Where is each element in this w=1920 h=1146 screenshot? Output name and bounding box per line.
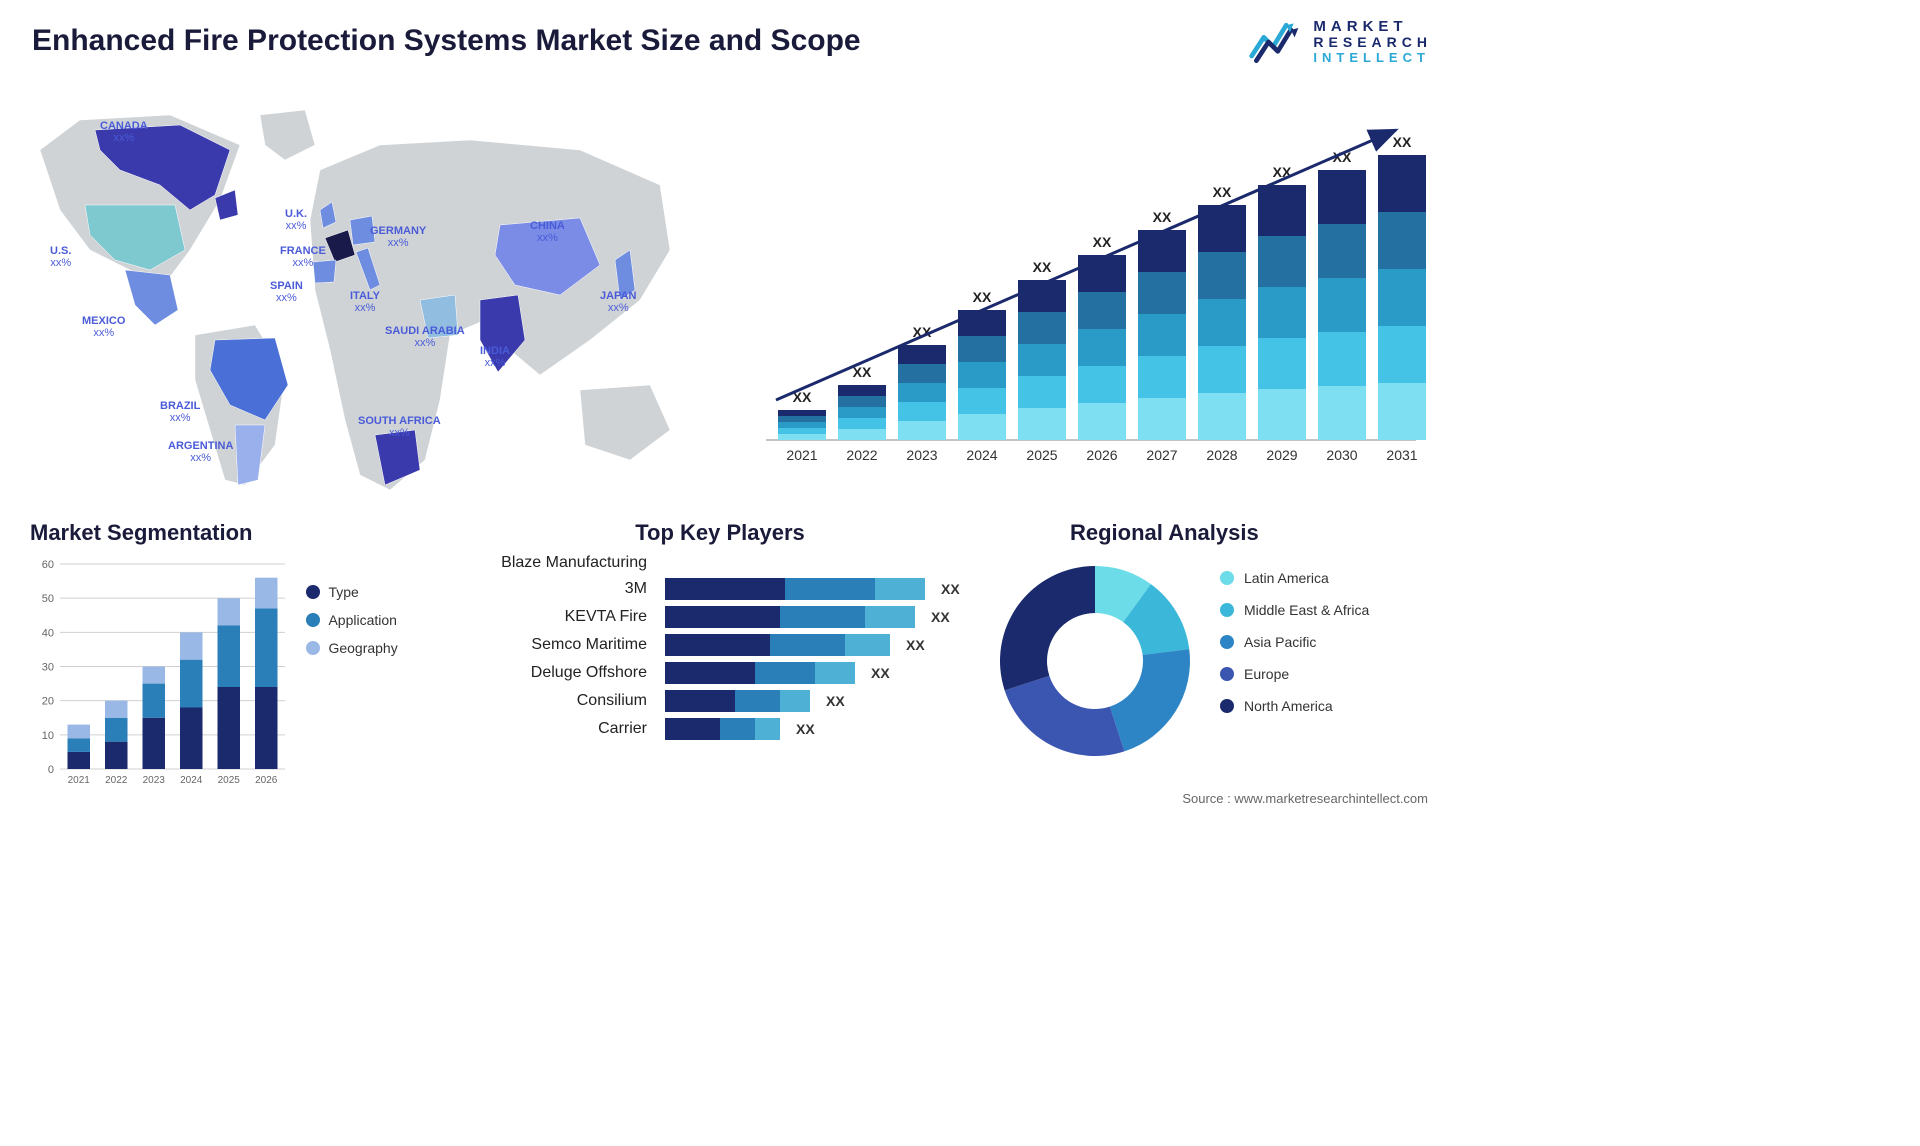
players-list: Blaze Manufacturing3MXXKEVTA FireXXSemco… [465,554,975,740]
svg-text:50: 50 [42,593,54,605]
segmentation-legend: Type Application Geography [306,584,397,668]
player-name: Semco Maritime [465,636,655,654]
player-bar [665,634,890,656]
player-value: XX [931,609,950,625]
legend-item: Middle East & Africa [1220,602,1369,618]
player-name: Consilium [465,692,655,710]
player-row: Consilium XX [465,690,975,712]
svg-text:2021: 2021 [786,447,817,463]
player-bar [665,662,855,684]
map-label: CHINAxx% [530,220,565,244]
map-label: GERMANYxx% [370,225,426,249]
player-name: KEVTA Fire [465,608,655,626]
players-section: Top Key Players Blaze Manufacturing3MXXK… [465,520,975,740]
player-value: XX [941,581,960,597]
svg-text:30: 30 [42,662,54,674]
svg-text:2025: 2025 [218,775,241,786]
player-row: Carrier XX [465,718,975,740]
page-title: Enhanced Fire Protection Systems Market … [32,24,861,58]
market-size-chart: 2021 XX 2022 XX 2023 XX 2024 XX 2025 XX 2026 XX 2027… [756,100,1426,470]
svg-text:XX: XX [1033,259,1052,275]
logo-text-3: INTELLECT [1313,51,1432,65]
logo-text-1: MARKET [1313,19,1432,36]
svg-text:2023: 2023 [906,447,937,463]
svg-text:2028: 2028 [1206,447,1237,463]
region-section: Regional Analysis Latin America Middle Ea… [990,520,1420,766]
player-row: 3M XX [465,578,975,600]
svg-text:XX: XX [1093,234,1112,250]
map-label: ITALYxx% [350,290,380,314]
map-label: BRAZILxx% [160,400,200,424]
map-label: SPAINxx% [270,280,303,304]
player-name: Blaze Manufacturing [465,554,655,572]
map-label: SAUDI ARABIAxx% [385,325,465,349]
map-label: MEXICOxx% [82,315,125,339]
region-title: Regional Analysis [1070,520,1259,546]
svg-text:40: 40 [42,627,54,639]
player-bar [665,578,925,600]
map-label: JAPANxx% [600,290,636,314]
svg-text:0: 0 [48,764,54,776]
player-bar [665,718,780,740]
player-name: Deluge Offshore [465,664,655,682]
player-bar [665,690,810,712]
svg-text:2024: 2024 [180,775,203,786]
svg-text:10: 10 [42,730,54,742]
svg-text:XX: XX [1393,134,1412,150]
logo-icon [1247,14,1303,70]
segmentation-title: Market Segmentation [30,520,430,546]
brand-logo: MARKET RESEARCH INTELLECT [1247,14,1432,70]
player-value: XX [906,637,925,653]
region-legend: Latin America Middle East & Africa Asia Pa… [1220,570,1369,714]
map-label: U.S.xx% [50,245,71,269]
world-map: CANADAxx% U.S.xx% MEXICOxx% BRAZILxx% ARGENT… [20,90,720,500]
player-value: XX [871,665,890,681]
svg-text:2026: 2026 [1086,447,1117,463]
player-row: Deluge Offshore XX [465,662,975,684]
svg-text:2022: 2022 [846,447,877,463]
player-bar [665,606,915,628]
map-label: SOUTH AFRICAxx% [358,415,441,439]
legend-item: Europe [1220,666,1369,682]
svg-text:2023: 2023 [143,775,166,786]
player-row: Blaze Manufacturing [465,554,975,572]
legend-item: Asia Pacific [1220,634,1369,650]
players-title: Top Key Players [465,520,975,546]
svg-text:2022: 2022 [105,775,128,786]
map-label: FRANCExx% [280,245,326,269]
player-name: Carrier [465,720,655,738]
svg-text:XX: XX [973,289,992,305]
player-row: Semco Maritime XX [465,634,975,656]
segmentation-section: Market Segmentation 0 10 20 30 40 50 60 2021 202… [30,520,430,794]
map-label: ARGENTINAxx% [168,440,233,464]
svg-text:2021: 2021 [68,775,91,786]
svg-text:2027: 2027 [1146,447,1177,463]
svg-text:20: 20 [42,696,54,708]
svg-text:2029: 2029 [1266,447,1297,463]
map-label: CANADAxx% [100,120,148,144]
map-label: INDIAxx% [480,345,510,369]
svg-text:2025: 2025 [1026,447,1057,463]
legend-item: Application [306,612,397,628]
player-row: KEVTA Fire XX [465,606,975,628]
source-credit: Source : www.marketresearchintellect.com [1182,791,1428,806]
segmentation-chart: 0 10 20 30 40 50 60 2021 2022 2023 2024 2025 2026 [30,554,290,794]
svg-text:2026: 2026 [255,775,278,786]
player-value: XX [796,721,815,737]
svg-text:2030: 2030 [1326,447,1357,463]
legend-item: Type [306,584,397,600]
player-value: XX [826,693,845,709]
svg-text:XX: XX [1153,209,1172,225]
map-label: U.K.xx% [285,208,307,232]
player-name: 3M [465,580,655,598]
logo-text-2: RESEARCH [1313,35,1432,50]
svg-text:XX: XX [1213,184,1232,200]
svg-text:2024: 2024 [966,447,997,463]
svg-text:60: 60 [42,559,54,571]
legend-item: North America [1220,698,1369,714]
legend-item: Geography [306,640,397,656]
region-donut-chart [990,556,1200,766]
svg-text:2031: 2031 [1386,447,1417,463]
legend-item: Latin America [1220,570,1369,586]
